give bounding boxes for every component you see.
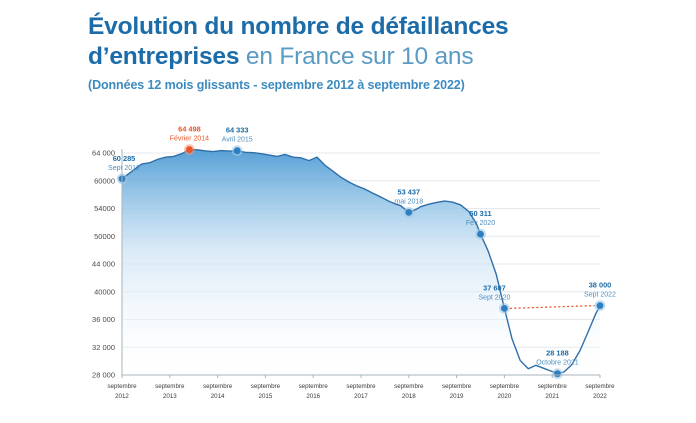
data-line [121, 148, 601, 375]
annotation-value: 38 000 [589, 281, 612, 290]
chart-header: Évolution du nombre de défaillances d’en… [88, 12, 648, 92]
data-point-marker[interactable] [501, 304, 508, 312]
annotation-labels: 60 285 Sept 2012 64 498 Février 2014 64 333 A… [108, 125, 616, 367]
x-axis-tick-year: 2022 [593, 393, 607, 400]
x-axis-tick-year: 2019 [450, 393, 464, 400]
x-axis: septembre 2012 septembre 2013 septembre 2014 s… [107, 375, 615, 400]
page-subtitle: (Données 12 mois glissants - septembre 2… [88, 78, 465, 92]
x-axis-tick-year: 2018 [402, 393, 416, 400]
annotation-date: Avril 2015 [222, 137, 253, 144]
x-axis-tick-month: septembre [251, 383, 281, 390]
y-axis-tick-label: 54000 [94, 204, 115, 213]
x-axis-tick-year: 2014 [211, 393, 225, 400]
y-axis-tick-label: 28 000 [92, 371, 115, 380]
x-axis-tick-year: 2015 [259, 393, 273, 400]
defaillances-line-chart: 60 285 Sept 2012 64 498 Février 2014 64 333 A… [92, 125, 616, 400]
annotation-value: 53 437 [397, 187, 420, 196]
data-point-marker[interactable] [185, 146, 193, 153]
y-axis-tick-label: 50000 [94, 232, 115, 241]
connector-dotted-line [509, 304, 595, 310]
annotation-value: 37 607 [483, 283, 506, 292]
x-axis-tick-month: septembre [346, 383, 376, 390]
data-point-marker[interactable] [596, 302, 604, 310]
annotation-date: Février 2014 [170, 136, 209, 143]
x-axis-tick-month: septembre [299, 383, 329, 390]
annotation-value: 64 498 [178, 125, 201, 134]
x-axis-tick-month: septembre [107, 383, 137, 390]
x-axis-tick-month: septembre [394, 383, 424, 390]
data-point-marker[interactable] [477, 230, 484, 238]
page-title-line1: Évolution du nombre de défaillances [88, 13, 509, 40]
x-axis-tick-year: 2012 [115, 393, 129, 400]
y-axis-tick-label: 60000 [94, 176, 115, 185]
y-axis-tick-label: 64 000 [92, 149, 115, 158]
x-axis-tick-month: septembre [442, 383, 472, 390]
y-axis-tick-label: 40000 [94, 287, 115, 296]
y-axis-tick-label: 32 000 [92, 343, 115, 352]
annotation-value: 60 285 [113, 154, 136, 163]
data-point-marker[interactable] [233, 147, 241, 155]
x-axis-tick-month: septembre [203, 383, 233, 390]
annotation-date: Sept 2022 [584, 292, 616, 299]
x-axis-tick-year: 2020 [498, 393, 512, 400]
x-axis-tick-month: septembre [490, 383, 520, 390]
annotation-value: 28 188 [546, 349, 569, 358]
x-axis-tick-year: 2021 [545, 393, 559, 400]
page-title-bold: d’entreprises [88, 43, 240, 70]
page-title-line2: d’entreprises en France sur 10 ans [88, 42, 648, 72]
annotation-date: Octobre 2021 [536, 360, 579, 367]
data-point-marker[interactable] [405, 209, 413, 216]
x-axis-tick-year: 2013 [163, 393, 177, 400]
x-axis-tick-month: septembre [538, 383, 568, 390]
x-axis-tick-month: septembre [585, 383, 615, 390]
x-axis-tick-month: septembre [155, 383, 185, 390]
page-title-regular: en France sur 10 ans [239, 43, 474, 70]
x-axis-tick-year: 2017 [354, 393, 368, 400]
data-point-marker[interactable] [554, 370, 561, 378]
annotation-date: Sept 2020 [478, 294, 510, 301]
y-axis-tick-label: 44 000 [92, 260, 115, 269]
annotation-date: Fév 2020 [466, 220, 495, 227]
annotation-date: mai 2018 [394, 198, 423, 205]
area-fill [122, 149, 600, 375]
annotation-value: 64 333 [226, 126, 249, 135]
annotation-date: Sept 2012 [108, 165, 140, 172]
y-axis-tick-label: 36 000 [92, 315, 115, 324]
x-axis-tick-year: 2016 [306, 393, 320, 400]
annotation-value: 50 311 [469, 209, 491, 218]
chart-area: 60 285 Sept 2012 64 498 Février 2014 64 333 A… [0, 110, 696, 410]
